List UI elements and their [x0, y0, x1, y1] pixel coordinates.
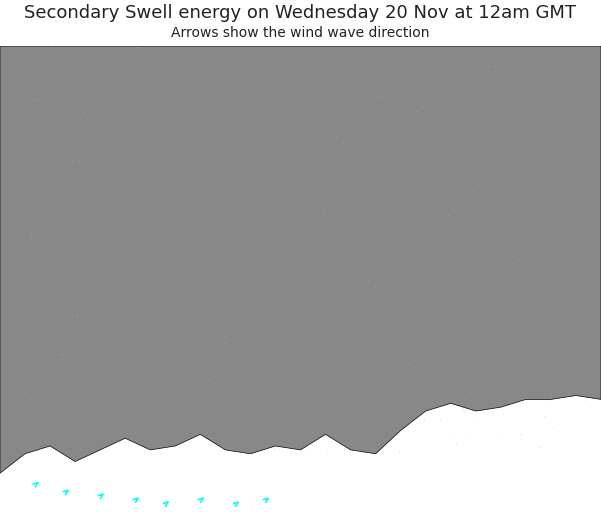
Text: Arrows show the wind wave direction: Arrows show the wind wave direction	[171, 26, 430, 40]
Polygon shape	[0, 46, 601, 473]
Text: Secondary Swell energy on Wednesday 20 Nov at 12am GMT: Secondary Swell energy on Wednesday 20 N…	[25, 4, 576, 22]
